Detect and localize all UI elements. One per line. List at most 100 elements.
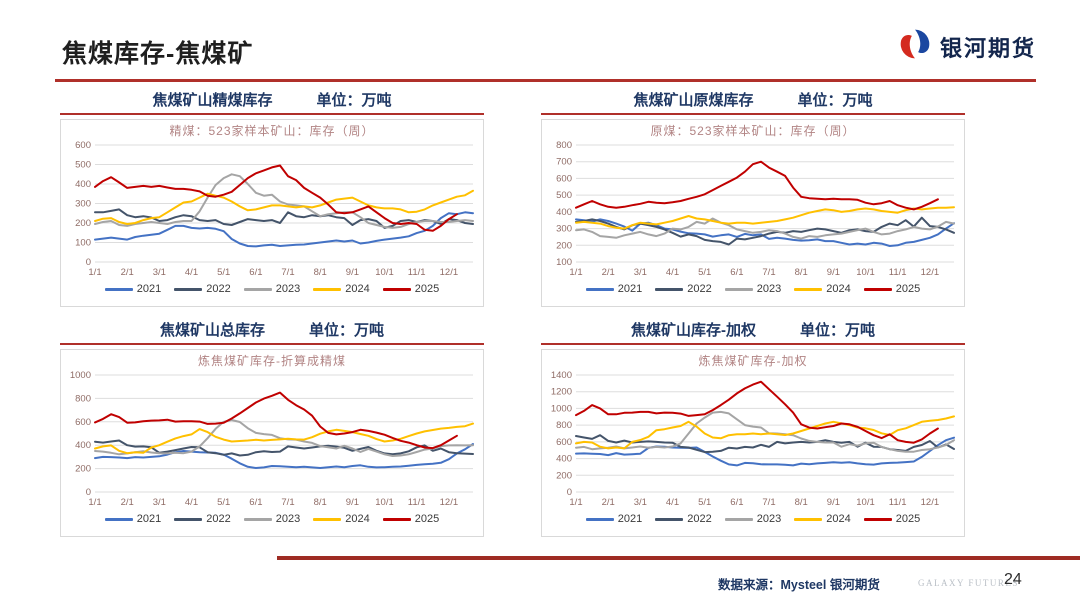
svg-text:12/1: 12/1 — [921, 497, 940, 508]
legend-item-2023: 2023 — [724, 513, 781, 525]
svg-text:12/1: 12/1 — [440, 267, 459, 278]
svg-text:7/1: 7/1 — [281, 267, 294, 278]
chart-subtitle: 炼焦煤矿库存-折算成精煤 — [198, 354, 346, 368]
svg-text:0: 0 — [567, 487, 572, 498]
chart-panel-total-inventory: 焦煤矿山总库存 单位：万吨 炼焦煤矿库存-折算成精煤 0 200 400 600 800 1… — [60, 321, 484, 537]
legend-item-2024: 2024 — [794, 283, 851, 295]
chart-panel-fine-coal: 焦煤矿山精煤库存 单位：万吨 精煤：523家样本矿山：库存（周） 0 100 200 3… — [60, 91, 484, 307]
svg-text:9/1: 9/1 — [346, 267, 359, 278]
legend-item-2025: 2025 — [382, 513, 439, 525]
footer-divider — [277, 556, 1080, 560]
legend-swatch — [104, 287, 133, 291]
svg-text:300: 300 — [556, 224, 572, 235]
svg-text:4/1: 4/1 — [666, 267, 679, 278]
svg-text:4/1: 4/1 — [666, 497, 679, 508]
data-source-text: 数据来源：Mysteel 银河期货 — [718, 578, 880, 592]
logo-text: 银河期货 — [939, 35, 1036, 61]
chart-panel-title: 焦煤矿山精煤库存 单位：万吨 — [60, 91, 484, 110]
chart-panel-weighted-inventory: 焦煤矿山库存-加权 单位：万吨 炼焦煤矿库存-加权 0 200 400 600 800 10… — [541, 321, 965, 537]
legend-item-2021: 2021 — [104, 513, 161, 525]
legend-swatch — [585, 287, 614, 291]
legend-item-2024: 2024 — [313, 513, 370, 525]
svg-text:9/1: 9/1 — [827, 267, 840, 278]
legend-item-2021: 2021 — [104, 283, 161, 295]
svg-text:600: 600 — [556, 437, 572, 448]
svg-text:1/1: 1/1 — [88, 497, 101, 508]
svg-text:5/1: 5/1 — [698, 497, 711, 508]
svg-text:1000: 1000 — [551, 403, 572, 414]
legend-swatch — [655, 287, 684, 291]
legend-swatch — [655, 517, 684, 521]
svg-text:6/1: 6/1 — [249, 497, 262, 508]
svg-text:400: 400 — [75, 440, 91, 451]
legend-item-2021: 2021 — [585, 513, 642, 525]
svg-text:10/1: 10/1 — [856, 497, 875, 508]
chart-title: 焦煤矿山总库存 — [159, 322, 265, 339]
svg-text:5/1: 5/1 — [217, 267, 230, 278]
chart-legend: 2021 2022 2023 2024 2025 — [542, 509, 964, 529]
svg-text:200: 200 — [556, 240, 572, 251]
chart-unit: 单位：万吨 — [797, 92, 873, 109]
svg-text:2/1: 2/1 — [602, 497, 615, 508]
svg-text:12/1: 12/1 — [921, 267, 940, 278]
svg-text:8/1: 8/1 — [314, 497, 327, 508]
chart-legend: 2021 2022 2023 2024 2025 — [61, 509, 483, 529]
svg-text:10/1: 10/1 — [375, 267, 394, 278]
brand-text: GALAXY FUTURES — [918, 578, 1019, 588]
svg-text:200: 200 — [556, 470, 572, 481]
panel-divider — [541, 113, 965, 115]
svg-text:8/1: 8/1 — [795, 497, 808, 508]
legend-swatch — [382, 287, 411, 291]
legend-item-2024: 2024 — [794, 513, 851, 525]
svg-text:3/1: 3/1 — [634, 497, 647, 508]
svg-text:6/1: 6/1 — [730, 497, 743, 508]
svg-text:100: 100 — [75, 238, 91, 249]
header-divider — [55, 79, 1036, 82]
page-title: 焦煤库存-焦煤矿 — [62, 40, 254, 68]
svg-text:200: 200 — [75, 218, 91, 229]
svg-text:1000: 1000 — [70, 370, 91, 381]
svg-text:600: 600 — [556, 173, 572, 184]
legend-swatch — [174, 517, 203, 521]
panel-divider — [541, 343, 965, 345]
svg-text:2/1: 2/1 — [121, 267, 134, 278]
legend-item-2022: 2022 — [655, 513, 712, 525]
svg-text:2/1: 2/1 — [602, 267, 615, 278]
chart-panel-raw-coal: 焦煤矿山原煤库存 单位：万吨 原煤：523家样本矿山：库存（周） 100 200 30… — [541, 91, 965, 307]
svg-text:9/1: 9/1 — [346, 497, 359, 508]
svg-text:3/1: 3/1 — [634, 267, 647, 278]
svg-text:800: 800 — [556, 140, 572, 151]
legend-item-2022: 2022 — [655, 283, 712, 295]
svg-text:800: 800 — [556, 420, 572, 431]
chart-unit: 单位：万吨 — [316, 92, 392, 109]
svg-text:500: 500 — [556, 190, 572, 201]
svg-text:2/1: 2/1 — [121, 497, 134, 508]
page-number: 24 — [1004, 571, 1022, 588]
svg-text:11/1: 11/1 — [408, 267, 426, 278]
svg-text:1200: 1200 — [551, 387, 572, 398]
chart-box: 炼焦煤矿库存-折算成精煤 0 200 400 600 800 1000 1/1 2/1 3/1 4… — [60, 349, 484, 537]
chart-legend: 2021 2022 2023 2024 2025 — [542, 279, 964, 299]
svg-text:11/1: 11/1 — [889, 267, 907, 278]
legend-item-2025: 2025 — [382, 283, 439, 295]
line-chart-plot: 0 200 400 600 800 1000 1200 1400 1/1 2/1 3/1 4/1 5/1… — [551, 370, 955, 508]
svg-text:5/1: 5/1 — [217, 497, 230, 508]
chart-title: 焦煤矿山原煤库存 — [633, 92, 754, 109]
legend-swatch — [794, 287, 823, 291]
svg-text:0: 0 — [86, 487, 91, 498]
chart-panel-title: 焦煤矿山总库存 单位：万吨 — [60, 321, 484, 340]
panel-divider — [60, 113, 484, 115]
svg-text:8/1: 8/1 — [795, 267, 808, 278]
line-chart-plot: 0 100 200 300 400 500 600 1/1 2/1 3/1 4/1 5/1 6/1 7/1… — [75, 140, 474, 278]
legend-swatch — [794, 517, 823, 521]
svg-text:600: 600 — [75, 140, 91, 151]
svg-text:800: 800 — [75, 393, 91, 404]
galaxy-futures-logo: 银河期货 — [897, 26, 1036, 67]
svg-text:10/1: 10/1 — [375, 497, 394, 508]
legend-item-2021: 2021 — [585, 283, 642, 295]
legend-swatch — [243, 517, 272, 521]
chart-title: 焦煤矿山库存-加权 — [630, 322, 756, 339]
legend-item-2025: 2025 — [863, 283, 920, 295]
svg-text:1/1: 1/1 — [569, 497, 582, 508]
svg-text:6/1: 6/1 — [249, 267, 262, 278]
